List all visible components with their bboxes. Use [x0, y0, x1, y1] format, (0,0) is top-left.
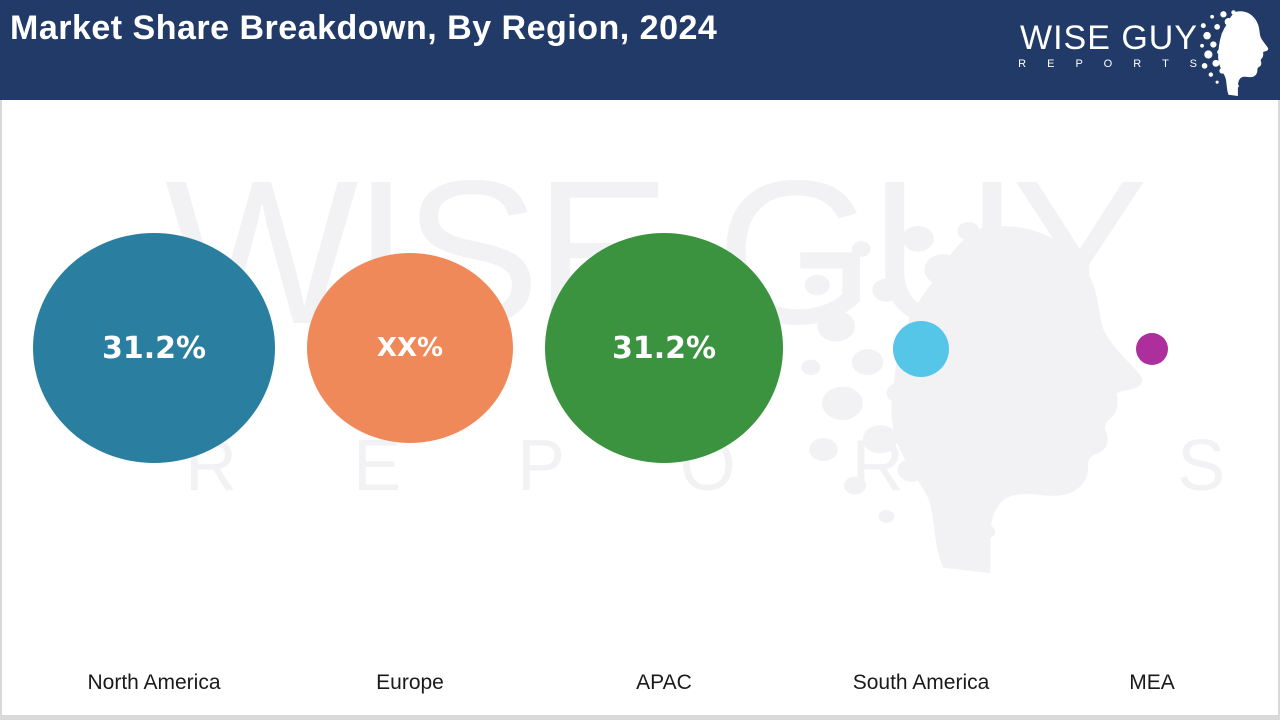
- category-label-mea: MEA: [1129, 671, 1175, 694]
- page-title: Market Share Breakdown, By Region, 2024: [10, 9, 718, 47]
- bubble-apac: 31.2%: [545, 233, 783, 463]
- bubble-value-label: 31.2%: [101, 330, 207, 366]
- bubble-north-america: 31.2%: [33, 233, 275, 463]
- brand-name: WISE GUY: [1020, 19, 1199, 57]
- brand-head-profile-icon: [1200, 10, 1269, 96]
- category-label-north-america: North America: [87, 671, 221, 694]
- title-bar: Market Share Breakdown, By Region, 2024 …: [0, 0, 1280, 100]
- bubble-value-label: 31.2%: [611, 330, 717, 366]
- brand-logo: WISE GUY R E P O R T S: [1018, 4, 1274, 96]
- bubble-south-america: [893, 321, 949, 377]
- bubble-mea: [1136, 333, 1168, 365]
- brand-text: WISE GUY R E P O R T S: [1012, 20, 1206, 70]
- bubble-value-label: XX%: [376, 333, 444, 363]
- brand-tagline: R E P O R T S: [1018, 58, 1206, 70]
- category-label-europe: Europe: [376, 671, 444, 694]
- category-label-apac: APAC: [636, 671, 692, 694]
- category-label-south-america: South America: [852, 671, 990, 694]
- bubble-europe: XX%: [307, 253, 513, 443]
